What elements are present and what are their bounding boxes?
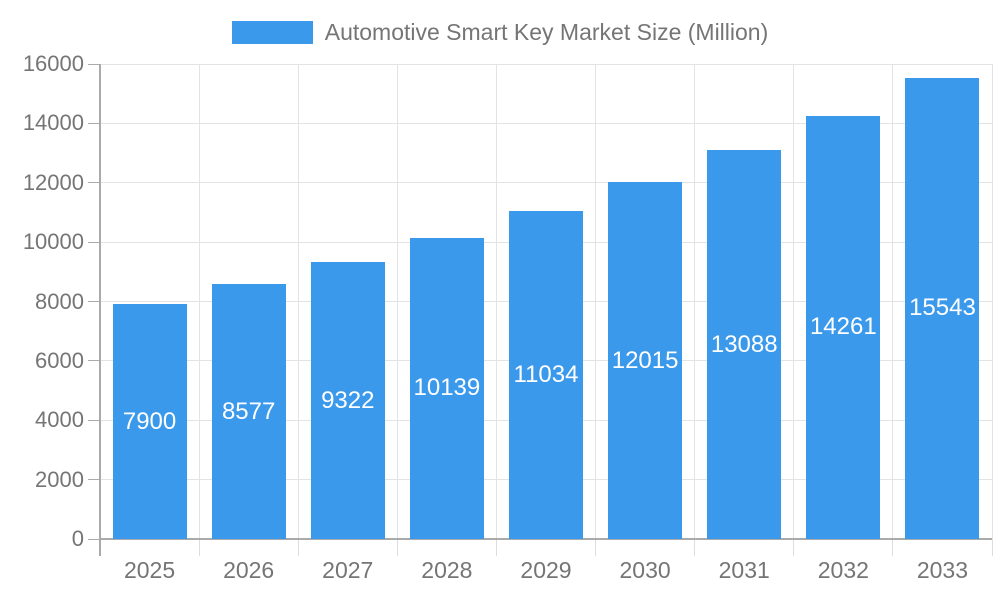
x-axis-tick — [793, 539, 795, 556]
x-axis-tick — [892, 539, 894, 556]
x-axis-tick — [198, 539, 200, 556]
y-axis-line — [99, 64, 101, 556]
x-axis-label: 2029 — [520, 557, 572, 583]
v-gridline — [495, 64, 497, 539]
bar-value-label: 13088 — [710, 330, 778, 358]
v-gridline — [198, 64, 200, 539]
y-axis-tick — [88, 301, 100, 302]
v-gridline — [595, 64, 597, 539]
x-axis-label: 2025 — [123, 557, 176, 583]
bar-value-label: 9322 — [321, 386, 375, 414]
x-axis-label: 2028 — [421, 557, 473, 583]
y-axis-tick — [88, 419, 100, 421]
bar[interactable] — [707, 150, 782, 539]
y-axis-tick — [88, 360, 100, 362]
y-axis-tick — [88, 241, 100, 243]
bar[interactable] — [409, 237, 484, 539]
x-axis-tick — [495, 539, 497, 556]
y-axis-label: 0 — [71, 526, 84, 551]
y-axis-label: 14000 — [22, 110, 84, 136]
x-axis-tick — [297, 539, 299, 556]
bar-value-label: 8577 — [221, 397, 276, 425]
bar[interactable] — [509, 211, 583, 539]
legend[interactable]: Automotive Smart Key Market Size (Millio… — [0, 12, 1000, 52]
v-gridline — [297, 64, 299, 539]
legend-label: Automotive Smart Key Market Size (Millio… — [324, 18, 769, 45]
x-axis-label: 2027 — [322, 557, 374, 583]
bar[interactable] — [608, 182, 683, 539]
h-gridline — [100, 122, 992, 124]
y-axis-tick — [88, 122, 100, 124]
x-axis-label: 2026 — [223, 557, 275, 583]
bar-value-label: 15543 — [909, 294, 976, 322]
v-gridline — [396, 64, 398, 539]
x-axis-label: 2031 — [718, 557, 770, 583]
v-gridline — [991, 64, 993, 539]
bar[interactable] — [806, 115, 881, 539]
y-axis-tick — [88, 63, 100, 65]
legend-swatch — [231, 20, 313, 44]
bar-value-label: 7900 — [122, 407, 177, 435]
x-axis-tick — [396, 539, 398, 556]
y-axis-tick — [88, 479, 100, 481]
y-axis-label: 16000 — [22, 51, 84, 76]
y-axis-tick — [88, 538, 100, 540]
bar[interactable] — [211, 284, 286, 539]
y-axis-tick — [88, 182, 100, 184]
bar-value-label: 14261 — [809, 313, 877, 341]
h-gridline — [100, 63, 992, 65]
y-axis-label: 2000 — [35, 466, 84, 492]
x-axis-tick — [991, 539, 993, 556]
v-gridline — [694, 64, 696, 539]
bar[interactable] — [310, 262, 385, 539]
bar-value-label: 12015 — [611, 346, 679, 374]
y-axis-label: 12000 — [22, 169, 84, 195]
bar-value-label: 11034 — [513, 361, 579, 389]
x-axis-label: 2032 — [817, 557, 869, 583]
y-axis-label: 8000 — [35, 288, 84, 314]
y-axis-label: 6000 — [35, 347, 84, 373]
x-axis-label: 2030 — [619, 557, 671, 583]
x-axis-label: 2033 — [916, 557, 969, 583]
x-axis-tick — [694, 539, 696, 556]
y-axis-label: 4000 — [35, 407, 84, 433]
bar-value-label: 10139 — [413, 374, 481, 402]
x-axis-tick — [595, 539, 597, 556]
v-gridline — [892, 64, 894, 539]
bar[interactable] — [112, 304, 187, 539]
y-axis-label: 10000 — [22, 229, 84, 255]
h-gridline — [100, 182, 992, 184]
v-gridline — [793, 64, 795, 539]
x-axis-line — [100, 538, 992, 540]
bar[interactable] — [905, 77, 980, 539]
